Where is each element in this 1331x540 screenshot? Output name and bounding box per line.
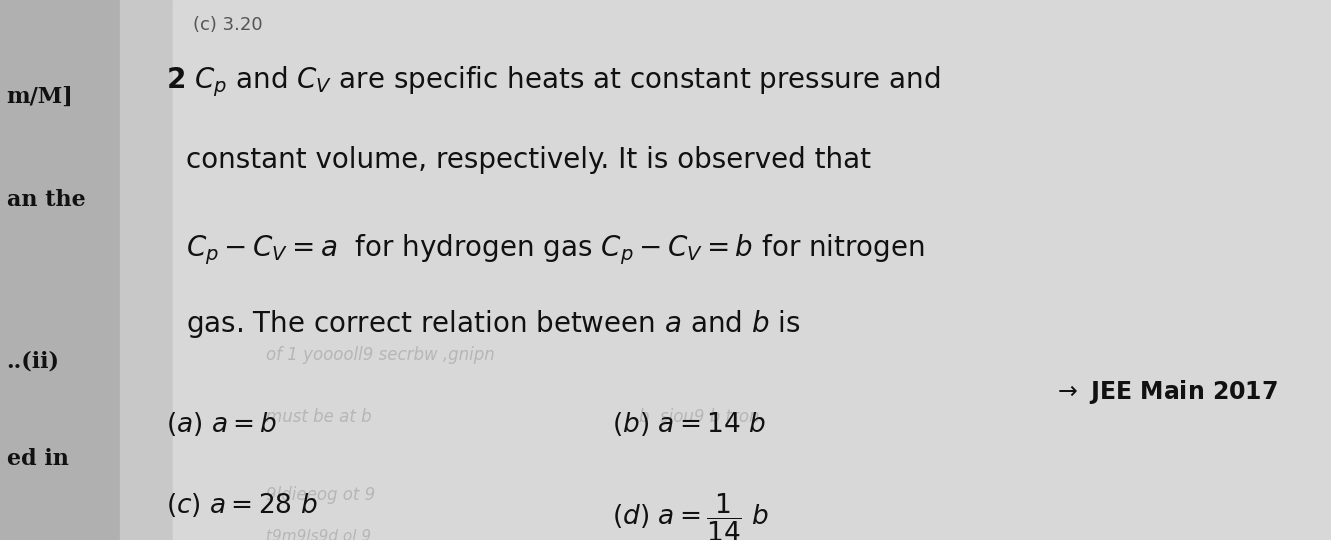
Text: t9m9ls9d ol 9: t9m9ls9d ol 9 bbox=[266, 529, 371, 540]
Text: (c) 3.20: (c) 3.20 bbox=[193, 16, 262, 34]
Text: $(a)\ a = b$: $(a)\ a = b$ bbox=[166, 410, 278, 438]
Text: of 1 yooooll9 secrbw ,gnipn: of 1 yooooll9 secrbw ,gnipn bbox=[266, 346, 495, 363]
Text: an the: an the bbox=[7, 189, 85, 211]
Text: b  siou9 b tron: b siou9 b tron bbox=[639, 408, 760, 426]
Text: ed in: ed in bbox=[7, 448, 68, 470]
Text: 9ldieeog ot 9: 9ldieeog ot 9 bbox=[266, 486, 375, 504]
Text: $C_p - C_V = a$  for hydrogen gas $C_p - C_V = b$ for nitrogen: $C_p - C_V = a$ for hydrogen gas $C_p - … bbox=[186, 232, 925, 267]
Text: must be at b: must be at b bbox=[266, 408, 371, 426]
Text: $(d)\ a = \dfrac{1}{14}\ b$: $(d)\ a = \dfrac{1}{14}\ b$ bbox=[612, 491, 769, 540]
Text: m/M]: m/M] bbox=[7, 86, 73, 108]
Text: $\rightarrow$ JEE Main 2017: $\rightarrow$ JEE Main 2017 bbox=[1053, 378, 1278, 406]
Bar bbox=[173, 0, 1331, 540]
Text: ..(ii): ..(ii) bbox=[7, 351, 60, 373]
Text: gas. The correct relation between $a$ and $b$ is: gas. The correct relation between $a$ an… bbox=[186, 308, 801, 340]
Bar bbox=[0, 0, 120, 540]
Text: $(c)\ a = 28\ b$: $(c)\ a = 28\ b$ bbox=[166, 491, 318, 519]
Text: $\mathbf{2}$ $C_p$ and $C_V$ are specific heats at constant pressure and: $\mathbf{2}$ $C_p$ and $C_V$ are specifi… bbox=[166, 65, 941, 99]
Bar bbox=[120, 0, 173, 540]
Text: $(b)\ a = 14\ b$: $(b)\ a = 14\ b$ bbox=[612, 410, 767, 438]
Text: constant volume, respectively. It is observed that: constant volume, respectively. It is obs… bbox=[186, 146, 872, 174]
